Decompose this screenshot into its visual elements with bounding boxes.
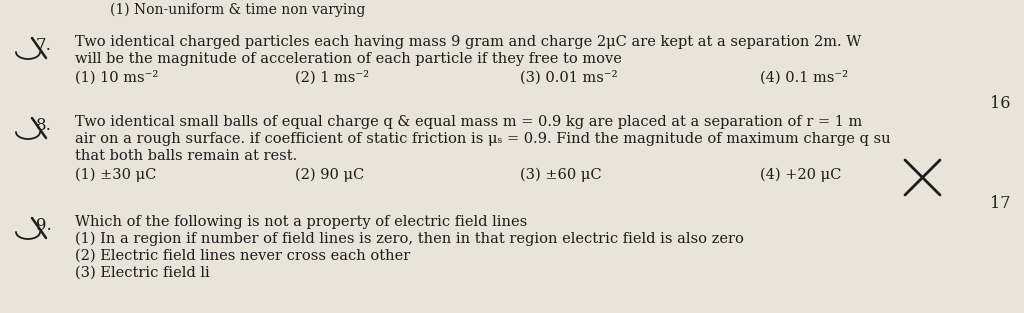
Text: (1) ±30 μC: (1) ±30 μC [75, 168, 157, 182]
Text: Two identical charged particles each having mass 9 gram and charge 2μC are kept : Two identical charged particles each hav… [75, 35, 861, 49]
Text: (1) Non-uniform & time non varying: (1) Non-uniform & time non varying [110, 3, 366, 18]
Text: (2) Electric field lines never cross each other: (2) Electric field lines never cross eac… [75, 249, 411, 263]
Text: Two identical small balls of equal charge q & equal mass m = 0.9 kg are placed a: Two identical small balls of equal charg… [75, 115, 862, 129]
Text: that both balls remain at rest.: that both balls remain at rest. [75, 149, 297, 163]
Text: (1) In a region if number of field lines is zero, then in that region electric f: (1) In a region if number of field lines… [75, 232, 743, 246]
Text: Which of the following is not a property of electric field lines: Which of the following is not a property… [75, 215, 527, 229]
Text: (3) Electric field li: (3) Electric field li [75, 266, 210, 280]
Text: 7.: 7. [36, 37, 52, 54]
Text: (4) 0.1 ms⁻²: (4) 0.1 ms⁻² [760, 70, 848, 84]
Text: air on a rough surface. if coefficient of static friction is μₛ = 0.9. Find the : air on a rough surface. if coefficient o… [75, 132, 891, 146]
Text: (3) ±60 μC: (3) ±60 μC [520, 168, 602, 182]
Text: will be the magnitude of acceleration of each particle if they free to move: will be the magnitude of acceleration of… [75, 52, 622, 66]
Text: (2) 90 μC: (2) 90 μC [295, 168, 365, 182]
Text: 8.: 8. [36, 117, 52, 134]
Text: 17: 17 [989, 195, 1010, 212]
Text: (4) +20 μC: (4) +20 μC [760, 168, 842, 182]
Text: (2) 1 ms⁻²: (2) 1 ms⁻² [295, 70, 369, 84]
Text: 16: 16 [989, 95, 1010, 112]
Text: (3) 0.01 ms⁻²: (3) 0.01 ms⁻² [520, 70, 617, 84]
Text: 9.: 9. [36, 217, 52, 234]
Text: (1) 10 ms⁻²: (1) 10 ms⁻² [75, 70, 159, 84]
